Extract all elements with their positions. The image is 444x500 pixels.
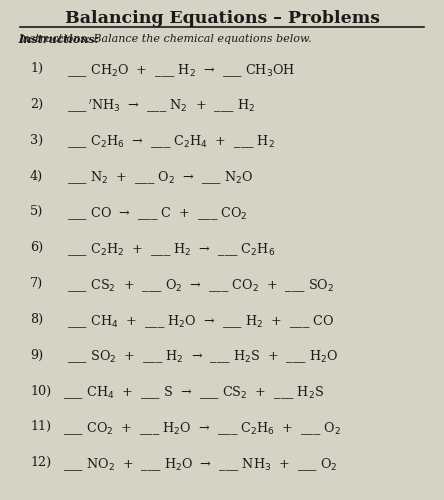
Text: 5): 5) [30,206,44,218]
Text: 12): 12) [30,456,51,469]
Text: 7): 7) [30,277,43,290]
Text: 8): 8) [30,313,43,326]
Text: ___ CH$_4$  +  ___ H$_2$O  →  ___ H$_2$  +  ___ CO: ___ CH$_4$ + ___ H$_2$O → ___ H$_2$ + __… [55,313,334,330]
Text: ___ CO$_2$  +  ___ H$_2$O  →  ___ C$_2$H$_6$  +  ___ O$_2$: ___ CO$_2$ + ___ H$_2$O → ___ C$_2$H$_6$… [55,420,341,437]
Text: ___ NO$_2$  +  ___ H$_2$O  →  ___ NH$_3$  +  ___ O$_2$: ___ NO$_2$ + ___ H$_2$O → ___ NH$_3$ + _… [55,456,338,473]
Text: ___ CS$_2$  +  ___ O$_2$  →  ___ CO$_2$  +  ___ SO$_2$: ___ CS$_2$ + ___ O$_2$ → ___ CO$_2$ + __… [55,277,334,293]
Text: ___ CH$_2$O  +  ___ H$_2$  →  ___ CH$_3$OH: ___ CH$_2$O + ___ H$_2$ → ___ CH$_3$OH [55,62,295,78]
Text: ___ CO  →  ___ C  +  ___ CO$_2$: ___ CO → ___ C + ___ CO$_2$ [55,206,248,222]
Text: ___ $\!\!\,'$NH$_3$  →  ___ N$_2$  +  ___ H$_2$: ___ $\!\!\,'$NH$_3$ → ___ N$_2$ + ___ H$… [55,98,255,115]
Text: ___ CH$_4$  +  ___ S  →  ___ CS$_2$  +  ___ H$_2$S: ___ CH$_4$ + ___ S → ___ CS$_2$ + ___ H$… [55,384,324,401]
Text: ___ N$_2$  +  ___ O$_2$  →  ___ N$_2$O: ___ N$_2$ + ___ O$_2$ → ___ N$_2$O [55,170,254,186]
Text: 4): 4) [30,170,43,182]
Text: 10): 10) [30,384,51,398]
Text: Balancing Equations – Problems: Balancing Equations – Problems [64,10,380,27]
Text: 6): 6) [30,241,43,254]
Text: ___ SO$_2$  +  ___ H$_2$  →  ___ H$_2$S  +  ___ H$_2$O: ___ SO$_2$ + ___ H$_2$ → ___ H$_2$S + __… [55,348,338,366]
Text: 3): 3) [30,134,43,146]
Text: ___ C$_2$H$_6$  →  ___ C$_2$H$_4$  +  ___ H$_2$: ___ C$_2$H$_6$ → ___ C$_2$H$_4$ + ___ H$… [55,134,275,150]
Text: 1): 1) [30,62,43,75]
Text: ___ C$_2$H$_2$  +  ___ H$_2$  →  ___ C$_2$H$_6$: ___ C$_2$H$_2$ + ___ H$_2$ → ___ C$_2$H$… [55,241,275,258]
Text: 2): 2) [30,98,43,111]
Text: 11): 11) [30,420,51,434]
Text: Instructions:: Instructions: [18,34,99,45]
Text: 9): 9) [30,348,43,362]
Text: Instructions: Balance the chemical equations below.: Instructions: Balance the chemical equat… [18,34,312,44]
